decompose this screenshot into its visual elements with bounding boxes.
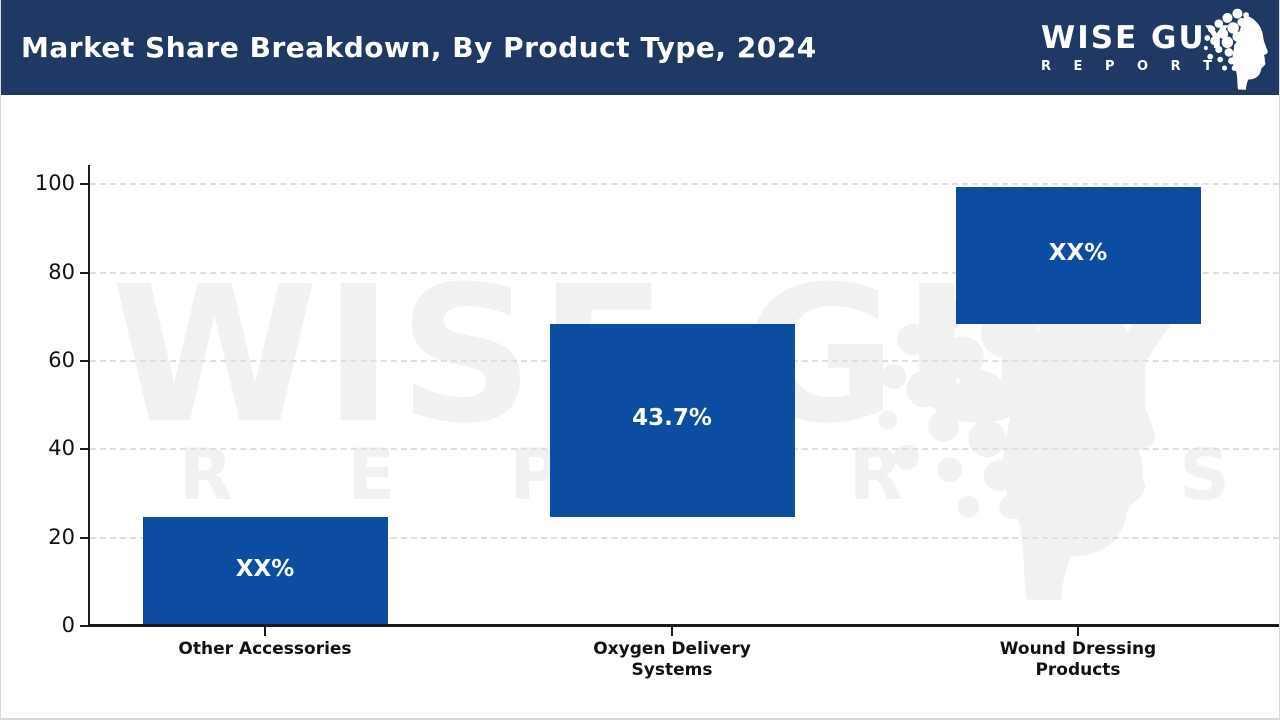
y-tick-label: 100 (34, 171, 75, 196)
x-tick-label-oxygen-delivery-systems: Oxygen Delivery Systems (593, 639, 751, 681)
y-tick-label: 60 (48, 347, 75, 372)
bar-wound-dressing-products: XX% (955, 186, 1201, 324)
logo-face-icon (1203, 8, 1268, 90)
bar-value-label: 43.7% (632, 405, 712, 432)
bar-value-label: XX% (235, 556, 295, 583)
gridline-y100 (90, 183, 1279, 186)
y-tick-label: 80 (48, 259, 75, 284)
y-tick-mark (80, 271, 89, 274)
x-tick-mark (671, 627, 673, 636)
logo: WISE GUY R E P O R T S (1041, 20, 1253, 74)
y-tick-label: 40 (48, 436, 75, 461)
bar-value-label: XX% (1048, 240, 1108, 267)
x-axis-line (88, 624, 1279, 627)
header-bar: Market Share Breakdown, By Product Type,… (1, 0, 1279, 95)
gridline-y20 (90, 536, 1279, 539)
y-axis-line (88, 165, 90, 626)
y-tick-mark (80, 183, 89, 186)
y-tick-mark (80, 625, 89, 627)
bar-other-accessories: XX% (142, 516, 388, 626)
gridline-y80 (90, 271, 1279, 274)
logo-wordmark: WISE GUY (1041, 20, 1231, 56)
y-tick-mark (80, 448, 89, 451)
y-tick-mark (80, 536, 89, 539)
x-tick-mark (1077, 627, 1079, 636)
x-tick-label-other-accessories: Other Accessories (178, 639, 352, 659)
x-tick-mark (264, 627, 266, 636)
x-tick-label-wound-dressing-products: Wound Dressing Products (999, 639, 1157, 681)
bar-oxygen-delivery-systems: 43.7% (549, 323, 795, 517)
logo-subtitle: R E P O R T S (1041, 59, 1253, 74)
y-tick-mark (80, 359, 89, 362)
y-tick-label: 0 (61, 613, 75, 637)
page-title: Market Share Breakdown, By Product Type,… (21, 31, 817, 64)
y-tick-label: 20 (48, 524, 75, 549)
